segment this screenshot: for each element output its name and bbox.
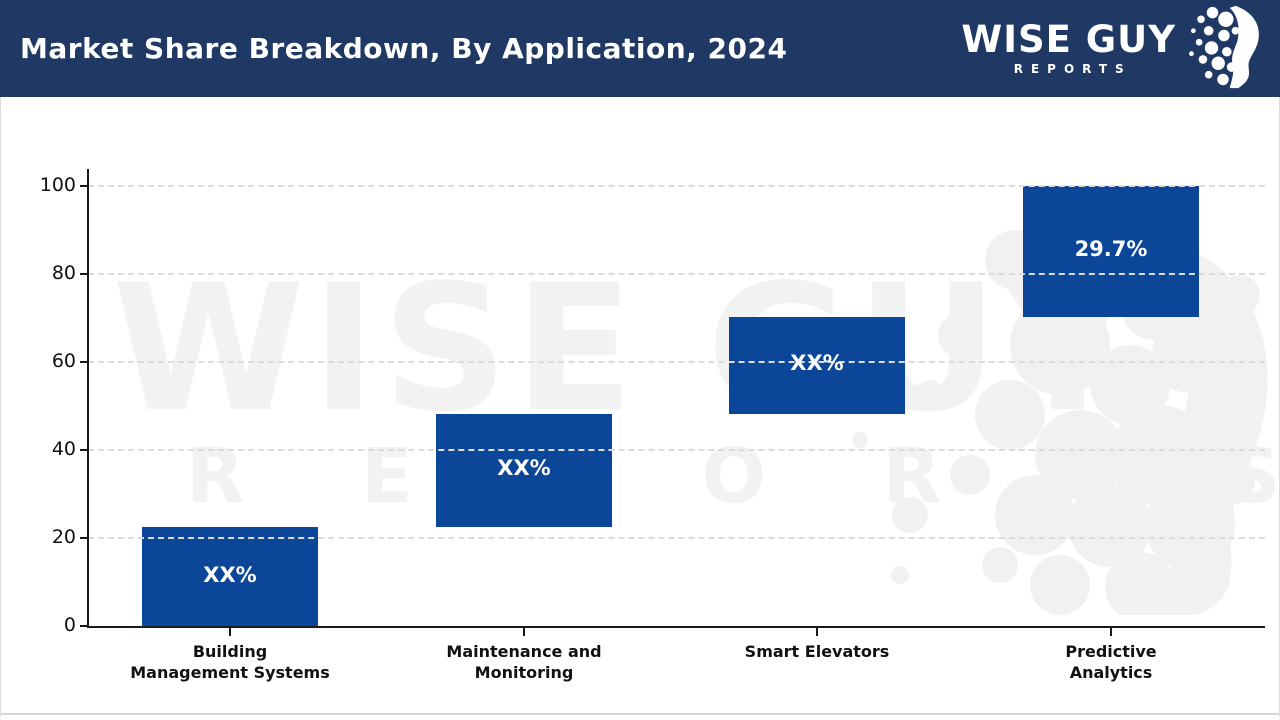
left-border — [0, 97, 1, 717]
x-axis-tick — [523, 628, 525, 636]
logo-wordmark: WISE GUY — [961, 18, 1176, 61]
bar-segment — [729, 316, 905, 414]
wise-guy-reports-logo: WISE GUY REPORTS — [961, 4, 1280, 94]
y-axis-tick-label: 80 — [51, 262, 76, 284]
y-axis-line — [87, 169, 89, 628]
gridline — [88, 449, 1265, 451]
logo-head-dots-icon — [1180, 4, 1266, 94]
gridline — [88, 361, 1265, 363]
bar-segment — [436, 413, 612, 527]
category-label: Predictive Analytics — [1065, 642, 1157, 682]
logo-subtitle: REPORTS — [1013, 62, 1132, 76]
bar-value-label: XX% — [790, 351, 844, 376]
gridline — [88, 273, 1265, 275]
header-band: Market Share Breakdown, By Application, … — [0, 0, 1280, 97]
y-axis-tick-label: 40 — [51, 438, 76, 460]
y-axis-tick — [80, 537, 88, 539]
gridline — [88, 185, 1265, 187]
bottom-border — [0, 713, 1280, 715]
y-axis-tick — [80, 625, 88, 627]
bar-segment — [1023, 186, 1199, 317]
y-axis-tick-label: 100 — [39, 174, 76, 196]
x-axis-tick — [1110, 628, 1112, 636]
y-axis-tick — [80, 185, 88, 187]
x-axis-tick — [229, 628, 231, 636]
x-axis-tick — [816, 628, 818, 636]
y-axis-tick — [80, 273, 88, 275]
bar-value-label: XX% — [497, 456, 551, 481]
page-title: Market Share Breakdown, By Application, … — [20, 32, 788, 65]
bar-value-label: XX% — [203, 562, 257, 587]
bar-segment — [142, 527, 318, 626]
category-label: Smart Elevators — [744, 642, 890, 661]
y-axis-tick — [80, 449, 88, 451]
bar-value-label: 29.7% — [1074, 237, 1148, 262]
x-axis-line — [87, 626, 1265, 628]
gridline — [88, 537, 1265, 539]
y-axis-tick — [80, 361, 88, 363]
category-label: Maintenance and Monitoring — [446, 642, 602, 682]
y-axis-tick-label: 60 — [51, 350, 76, 372]
category-label: Building Management Systems — [130, 642, 330, 682]
y-axis-tick-label: 20 — [51, 526, 76, 548]
chart-plot-area: XX% XX% XX% 29.7% 0 20 40 60 80 100 Building Manage… — [0, 97, 1280, 713]
y-axis-tick-label: 0 — [63, 614, 76, 636]
